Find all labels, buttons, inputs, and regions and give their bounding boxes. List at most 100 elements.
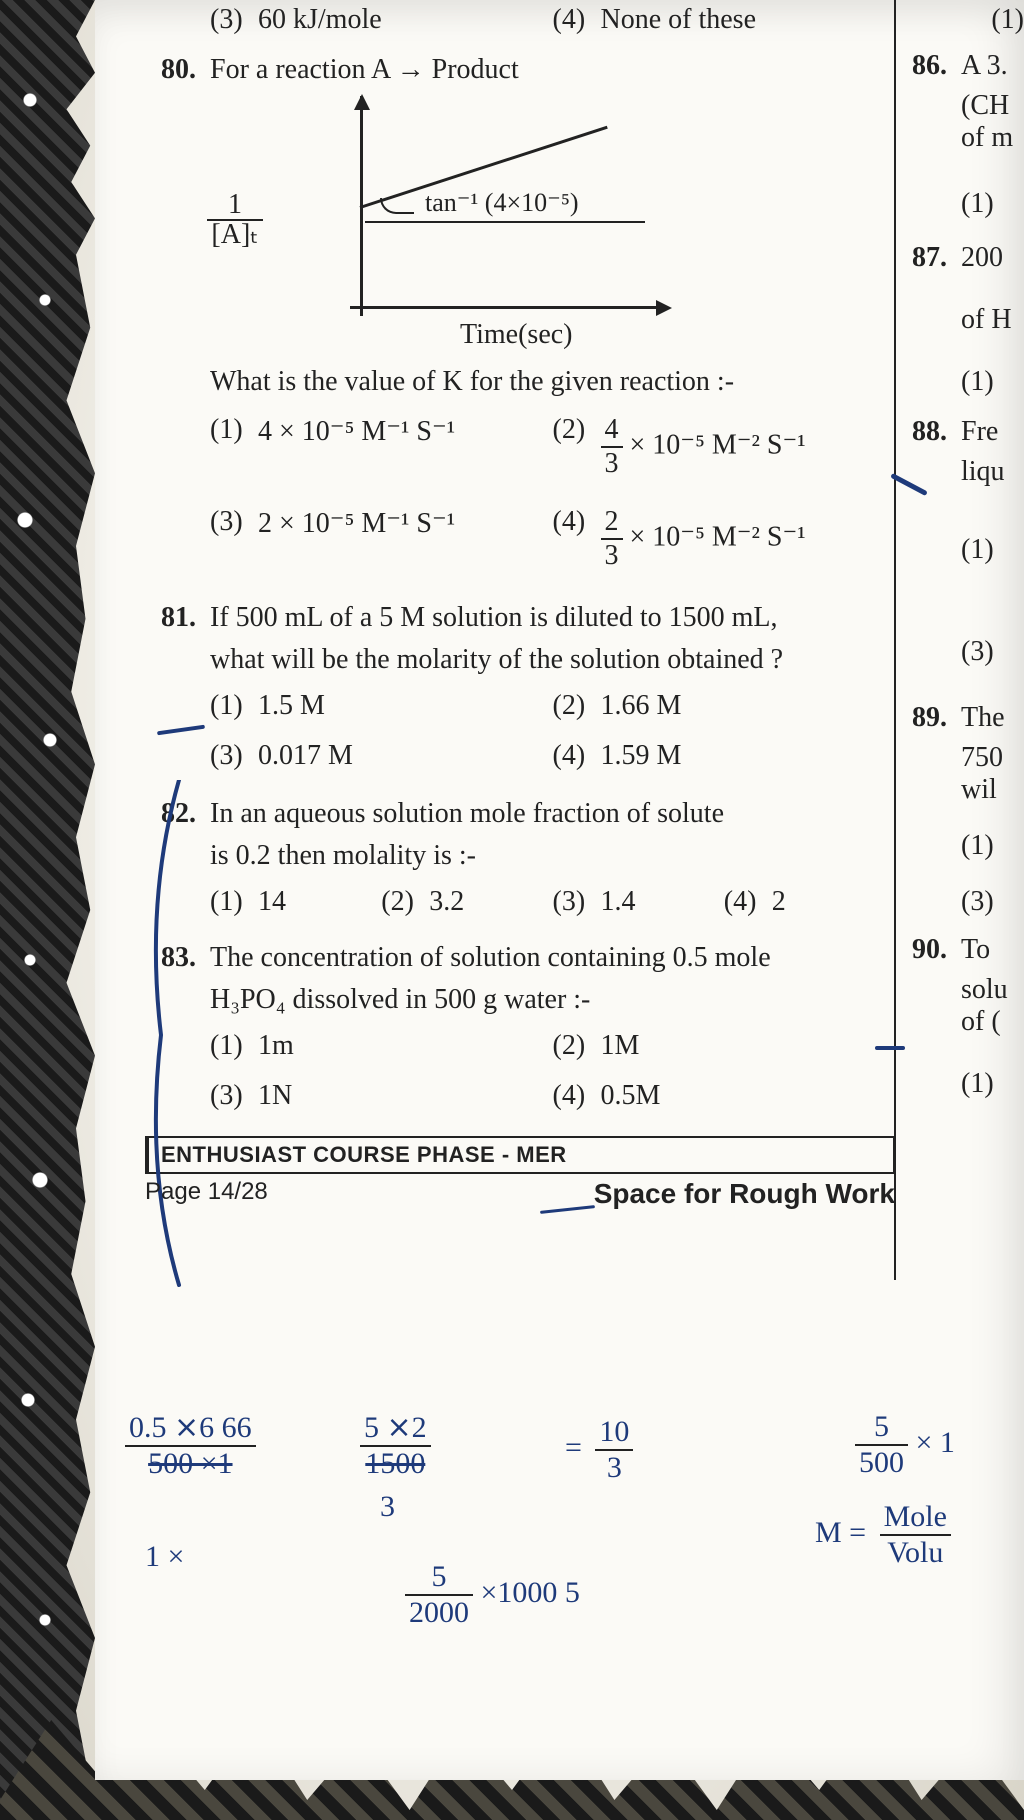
opt-text: 1M [601,1030,640,1062]
right-text: The [961,702,1005,733]
opt-text: 43 × 10⁻⁵ M⁻² S⁻¹ [601,414,806,480]
right-text: Fre [961,416,998,447]
opt-label: (4) [724,886,772,918]
frac-top: 1 [207,191,262,221]
opt-text: 60 kJ/mole [258,4,382,36]
handwriting: 5 ⨯21500 [360,1410,431,1481]
handwriting: 1 × [145,1540,184,1574]
question-number: 90. [911,934,961,966]
handwriting: 52000 ×1000 5 [405,1560,580,1630]
opt-label: (3) [210,4,258,36]
q83-options: (1)1m (2)1M (3)1N (4)0.5M [210,1030,895,1112]
opt-text: 1.66 M [601,690,682,722]
opt-text: 14 [258,886,286,918]
right-opt: (1) [961,830,1024,862]
opt-text: 1.59 M [601,740,682,772]
question-text: The concentration of solution containing… [210,942,895,974]
opt-text: 0.017 M [258,740,353,772]
angle-arc-icon [380,198,414,214]
opt-text: None of these [601,4,757,36]
question-81: 81. If 500 mL of a 5 M solution is dilut… [145,602,895,772]
opt-text: 1.4 [601,886,636,918]
pen-mark [540,1205,595,1214]
opt-text: 1.5 M [258,690,325,722]
opt-label: (2) [553,1030,601,1062]
opt-label: (1) [210,886,258,918]
pen-mark [875,1046,905,1050]
question-text: For a reaction A → Product [210,54,895,86]
opt-label: (1) [210,1030,258,1062]
y-axis-label: 1 [A]ₜ [200,191,270,249]
opt-text: 2 × 10⁻⁵ M⁻¹ S⁻¹ [258,506,455,572]
opt-label: (3) [553,886,601,918]
q80-options: (1)4 × 10⁻⁵ M⁻¹ S⁻¹ (2) 43 × 10⁻⁵ M⁻² S⁻… [210,414,895,572]
right-column: (1) 86. A 3. (CH of m (1) 87. 200 of H (… [894,0,1024,1280]
question-number: 86. [911,50,961,82]
right-opt: (1) [961,366,1024,398]
opt-label: (4) [553,506,601,572]
opt-label: (2) [553,690,601,722]
right-text: A 3. [961,50,1008,81]
opt-text: 1m [258,1030,294,1062]
opt-text: 3.2 [429,886,464,918]
opt-label: (2) [381,886,429,918]
question-text: In an aqueous solution mole fraction of … [210,798,895,830]
opt-label: (1) [210,690,258,722]
opt-label: (3) [210,506,258,572]
course-footer: ENTHUSIAST COURSE PHASE - MER [145,1136,895,1174]
right-text: liqu [961,456,1024,488]
question-number: 89. [911,702,961,734]
opt-label: (2) [553,414,601,480]
opt-label: (4) [553,1080,601,1112]
opt-label: (4) [553,4,601,36]
question-ask: What is the value of K for the given rea… [210,366,895,398]
right-text: 750 [961,742,1024,774]
rough-work-label: Space for Rough Work [594,1178,895,1210]
opt-text: 1N [258,1080,292,1112]
right-text: of H [961,304,1024,336]
right-opt: (1) [911,4,1024,36]
q80-graph: 1 [A]ₜ tan⁻¹ (4×10⁻⁵) Time(sec) [280,96,700,356]
opt-text: 4 × 10⁻⁵ M⁻¹ S⁻¹ [258,414,455,480]
question-text: If 500 mL of a 5 M solution is diluted t… [210,602,895,634]
question-82: 82. In an aqueous solution mole fraction… [145,798,895,918]
angle-label: tan⁻¹ (4×10⁻⁵) [425,188,579,218]
x-axis-label: Time(sec) [460,319,573,351]
opt-text: 0.5M [601,1080,661,1112]
right-opt: (3) [961,886,1024,918]
opt-text: 2 [772,886,786,918]
x-axis-arrow-icon [656,300,672,316]
right-text: 200 [961,242,1003,273]
question-text: is 0.2 then molality is :- [210,840,895,872]
right-text: solu [961,974,1024,1006]
question-number: 88. [911,416,961,448]
main-column: (3)60 kJ/mole (4)None of these 80. For a… [145,0,895,1206]
opt-label: (3) [210,740,258,772]
right-text: of ( [961,1006,1024,1038]
question-text: what will be the molarity of the solutio… [210,644,895,676]
right-opt: (1) [961,188,1024,220]
question-text: H₃PO₄ dissolved in 500 g water :- [210,984,895,1016]
handwriting: = 103 [565,1415,633,1485]
right-opt: (3) [961,636,1024,668]
question-80: 80. For a reaction A → Product 1 [A]ₜ [145,54,895,572]
right-opt: (1) [961,534,1024,566]
pen-bracket-icon [139,780,199,1290]
q82-options: (1)14 (2)3.2 (3)1.4 (4)2 [210,886,895,918]
right-opt: (1) [961,1068,1024,1100]
y-axis-arrow-icon [354,94,370,110]
handwriting: 3 [380,1490,395,1524]
opt-label: (1) [210,414,258,480]
handwriting: 0.5 ⨯6 66500 ×1 [125,1410,256,1481]
right-text: To [961,934,990,965]
q81-options: (1)1.5 M (2)1.66 M (3)0.017 M (4)1.59 M [210,690,895,772]
question-83: 83. The concentration of solution contai… [145,942,895,1112]
paper-page: (3)60 kJ/mole (4)None of these 80. For a… [95,0,1024,1780]
question-number: 87. [911,242,961,274]
prev-question-options: (3)60 kJ/mole (4)None of these [210,4,895,36]
handwriting: M = MoleVolu [815,1500,951,1570]
question-number: 80. [145,54,210,572]
right-text: (CH [961,90,1024,122]
frac-bot: [A]ₜ [207,221,262,249]
opt-text: 23 × 10⁻⁵ M⁻² S⁻¹ [601,506,806,572]
